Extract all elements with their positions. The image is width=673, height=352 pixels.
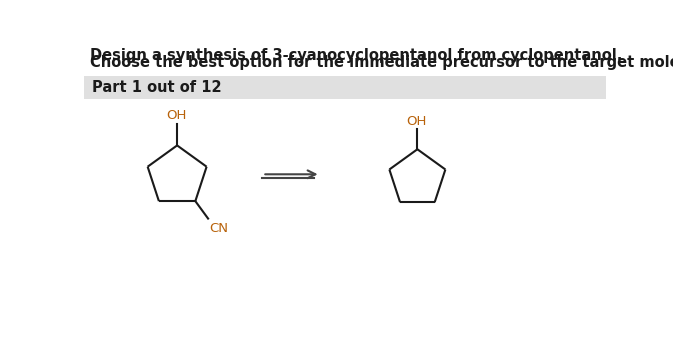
Bar (84, 76, 606, 99)
Text: CN: CN (209, 222, 228, 235)
Text: OH: OH (166, 109, 186, 122)
Text: OH: OH (406, 115, 427, 128)
Text: Choose the best option for the immediate precursor to the target molecule.: Choose the best option for the immediate… (90, 55, 673, 70)
Text: Part 1 out of 12: Part 1 out of 12 (92, 80, 221, 95)
Text: Design a synthesis of 3-cyanocyclopentanol from cyclopentanol.: Design a synthesis of 3-cyanocyclopentan… (90, 48, 623, 63)
